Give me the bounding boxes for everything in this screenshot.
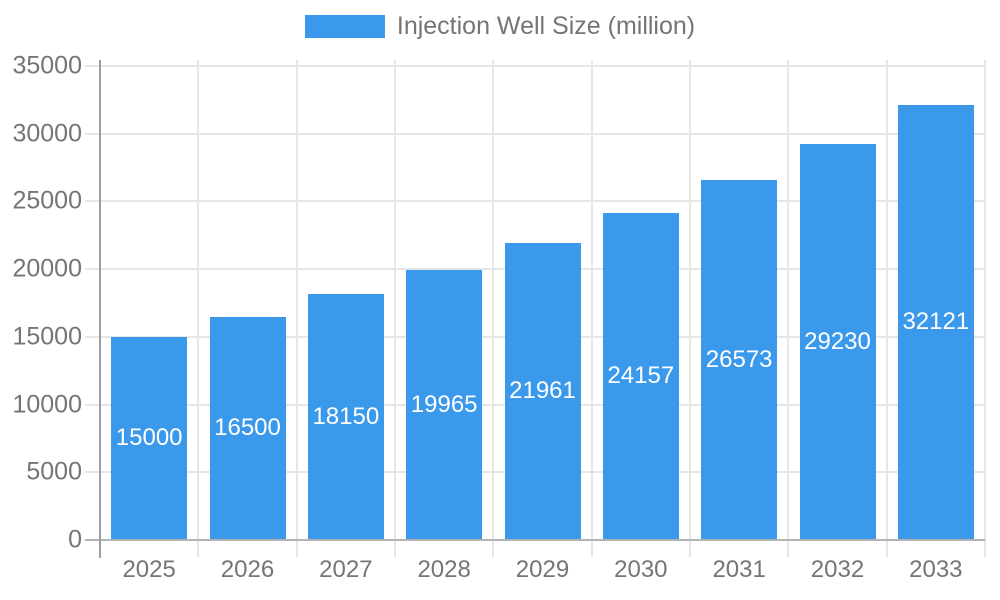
bar-value-label: 19965 [410,390,478,418]
bar-value-label: 32121 [902,308,970,336]
x-axis-tick-label: 2029 [515,556,570,583]
x-gridline [295,60,298,540]
x-axis-tick-mark [787,540,790,557]
y-axis-tick-label: 20000 [12,254,82,283]
x-gridline [984,60,986,540]
x-axis-tick-label: 2028 [417,556,471,583]
legend-swatch [304,15,385,38]
y-gridline [85,200,985,203]
y-axis-tick-label: 15000 [12,322,82,351]
bar-2025[interactable] [111,336,188,539]
y-axis-line [99,60,101,558]
x-axis-tick-label: 2027 [319,556,373,583]
bar-value-label: 18150 [312,403,380,431]
x-axis-tick-mark [492,540,495,557]
bar-value-label: 21961 [509,377,576,405]
y-axis-tick-label: 25000 [12,186,82,215]
x-axis-tick-mark [590,540,593,557]
y-axis-tick-label: 10000 [12,390,82,419]
x-axis-tick-mark [394,540,396,557]
x-axis-tick-label: 2032 [810,556,865,583]
x-axis-tick-label: 2031 [712,556,766,583]
x-axis-tick-label: 2026 [220,556,275,583]
x-axis-tick-mark [984,540,986,557]
x-gridline [394,60,396,540]
x-gridline [885,60,888,540]
x-axis-tick-label: 2025 [122,556,176,583]
x-axis-tick-mark [197,540,200,557]
x-axis-tick-label: 2033 [909,556,963,583]
bar-value-label: 29230 [804,328,871,356]
y-axis-tick-label: 35000 [12,51,82,80]
y-gridline [85,132,985,135]
bar-2027[interactable] [307,294,384,539]
bar-value-label: 15000 [115,424,183,452]
bar-2033[interactable] [897,104,974,539]
y-axis-tick-label: 5000 [26,457,82,486]
x-gridline [689,60,691,540]
x-gridline [590,60,593,540]
bar-2030[interactable] [602,212,679,539]
x-axis-tick-mark [295,540,298,557]
y-axis-tick-label: 0 [68,525,82,554]
y-axis-tick-label: 30000 [12,119,82,148]
bar-value-label: 16500 [214,414,281,442]
x-gridline [492,60,495,540]
bar-2026[interactable] [209,316,286,539]
x-gridline [787,60,790,540]
x-axis-tick-label: 2030 [614,556,668,583]
bar-value-label: 26573 [705,346,773,374]
bar-value-label: 24157 [607,362,675,390]
bar-2031[interactable] [701,180,778,539]
x-axis-line [85,539,985,541]
legend-label: Injection Well Size (million) [396,12,696,40]
x-axis-tick-mark [689,540,691,557]
bar-2028[interactable] [406,269,483,539]
x-gridline [197,60,200,540]
legend[interactable]: Injection Well Size (million) [0,14,1000,39]
bar-2032[interactable] [799,144,876,539]
bar-2029[interactable] [504,242,581,539]
x-axis-tick-mark [885,540,888,557]
y-gridline [85,65,985,67]
